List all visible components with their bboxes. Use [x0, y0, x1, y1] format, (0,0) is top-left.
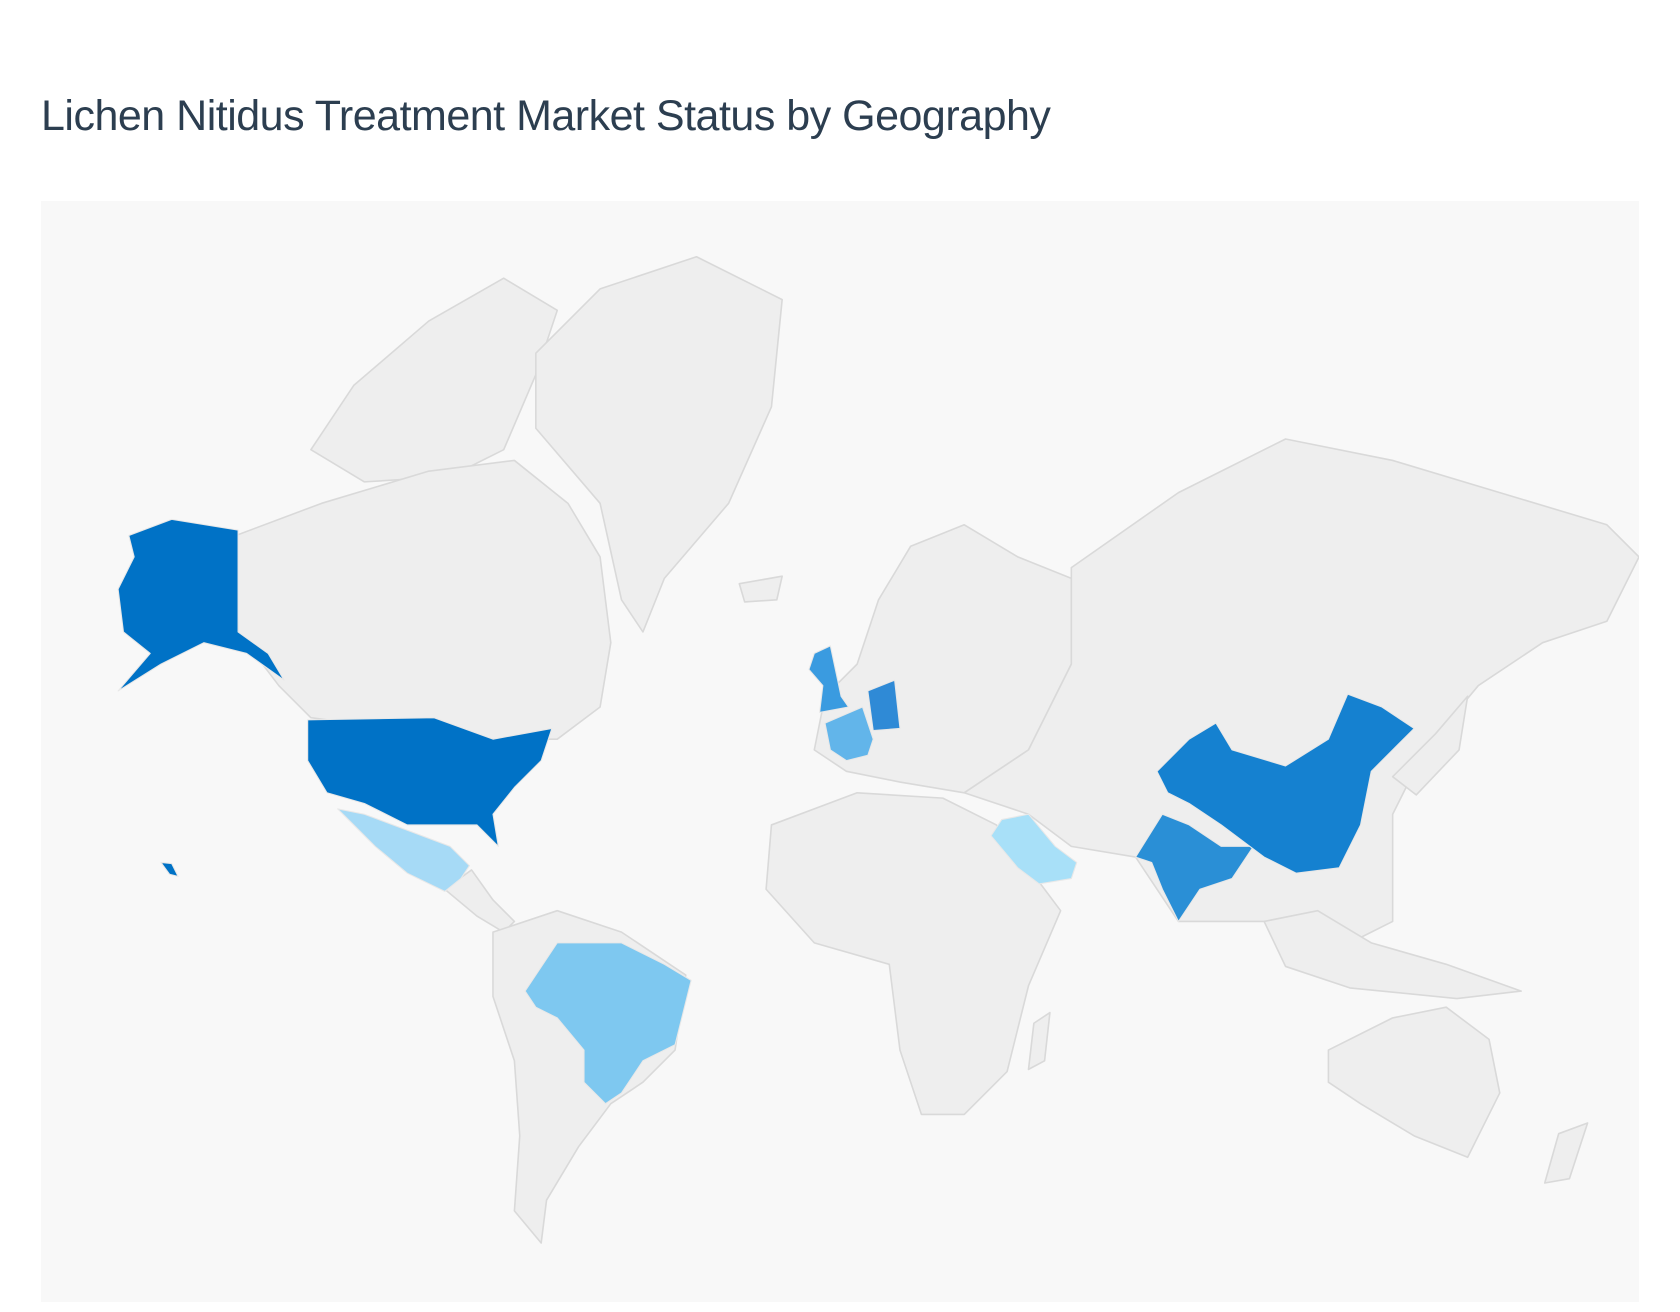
country-mexico[interactable] — [337, 808, 470, 892]
central-america — [443, 869, 516, 933]
africa — [765, 791, 1062, 1116]
country-united-kingdom[interactable] — [808, 645, 850, 713]
world-map-svg — [117, 255, 1639, 1244]
arctic-islands — [310, 277, 559, 483]
country-united-states-hawaii[interactable] — [160, 861, 179, 877]
world-map — [41, 201, 1639, 1302]
greenland — [535, 255, 783, 633]
country-united-states[interactable] — [307, 717, 553, 847]
country-germany[interactable] — [867, 679, 901, 732]
asia — [963, 438, 1639, 966]
country-france[interactable] — [824, 706, 874, 762]
country-brazil[interactable] — [524, 942, 692, 1105]
japan — [1391, 695, 1469, 796]
page-title: Lichen Nitidus Treatment Market Status b… — [41, 92, 1051, 140]
country-china[interactable] — [1156, 693, 1415, 874]
country-united-states-alaska[interactable] — [117, 518, 285, 692]
australia — [1327, 1006, 1501, 1159]
southeast-asia-islands — [1263, 909, 1522, 1000]
iceland — [738, 575, 783, 603]
country-india[interactable] — [1135, 813, 1254, 922]
madagascar — [1027, 1011, 1051, 1071]
new-zealand — [1543, 1122, 1589, 1184]
country-saudi-arabia[interactable] — [990, 813, 1078, 885]
canada — [235, 459, 612, 740]
